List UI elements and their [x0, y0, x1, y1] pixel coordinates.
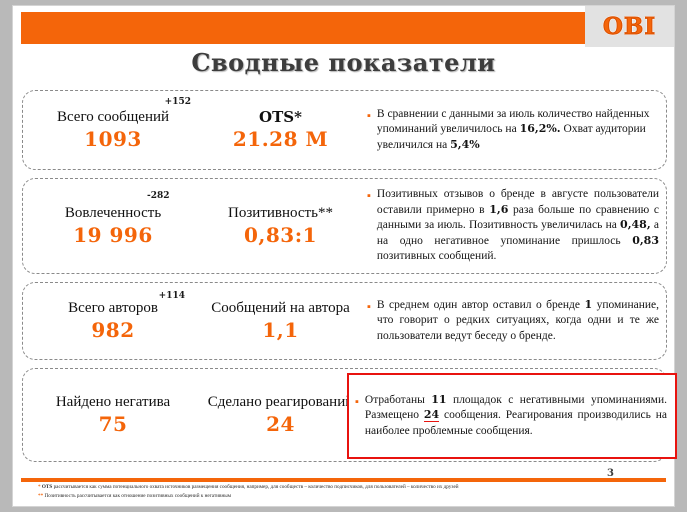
- kpi-value: 982: [91, 317, 135, 342]
- card-note: ▪ В сравнении с данными за июль количест…: [367, 91, 659, 169]
- square-bullet-icon: ▪: [367, 300, 371, 313]
- footnote-item: ** Позитивность рассчитывается как отнош…: [38, 492, 668, 501]
- kpi-label: Вовлеченность: [64, 205, 162, 222]
- card-note-text: В среднем один автор оставил о бренде 1 …: [376, 297, 659, 342]
- footnote-term: OTS: [41, 484, 53, 490]
- card-note-text: В сравнении с данными за июль количество…: [376, 107, 650, 151]
- card-note-text: Позитивных отзывов о бренде в августе по…: [376, 188, 659, 263]
- kpi-delta-badge: +152: [164, 97, 191, 107]
- card-note: ▪ В среднем один автор оставил о бренде …: [367, 283, 659, 359]
- kpi-total-authors: Всего авторов 982 +114: [33, 283, 193, 359]
- slide-canvas: OBI Сводные показатели Всего сообщений 1…: [13, 6, 677, 506]
- kpi-label: OTS*: [259, 108, 302, 127]
- kpi-value: 0,83:1: [243, 222, 317, 247]
- card-note-highlighted: ▪ Отработаны 11 площадок с негативными у…: [347, 373, 677, 459]
- square-bullet-icon: ▪: [367, 190, 371, 203]
- kpi-value: 19 996: [73, 222, 153, 247]
- kpi-value: 21.28 M: [232, 126, 329, 151]
- metric-card: Всего сообщений 1093 +152 OTS* 21.28 M ▪…: [22, 90, 667, 170]
- card-note-text: Отработаны 11 площадок с негативными упо…: [364, 392, 667, 437]
- kpi-label: Найдено негатива: [55, 394, 171, 411]
- metric-card: Вовлеченность 19 996 -282 Позитивность**…: [22, 178, 667, 274]
- kpi-delta-badge: -282: [147, 191, 170, 201]
- square-bullet-icon: ▪: [355, 395, 359, 408]
- obi-logo: OBI: [585, 6, 674, 47]
- card-note: ▪ Позитивных отзывов о бренде в августе …: [367, 179, 659, 273]
- slide-header: OBI: [13, 6, 674, 47]
- kpi-label: Всего авторов: [68, 300, 158, 317]
- kpi-responses-made: Сделано реагирований 24: [203, 369, 358, 461]
- footnote-marker: **: [38, 493, 44, 500]
- footnote-item: * OTS рассчитывается как сумма потенциал…: [38, 483, 668, 492]
- footnote-text: рассчитывается как сумма потенциального …: [52, 484, 459, 490]
- kpi-total-messages: Всего сообщений 1093 +152: [33, 91, 193, 169]
- kpi-negative-found: Найдено негатива 75: [33, 369, 193, 461]
- kpi-value: 24: [266, 411, 295, 436]
- kpi-label: Сделано реагирований: [207, 394, 354, 411]
- footnote-text: Позитивность рассчитывается как отношени…: [43, 493, 232, 500]
- kpi-ots: OTS* 21.28 M: [203, 91, 358, 169]
- page-number: 3: [607, 468, 614, 479]
- footnotes: * OTS рассчитывается как сумма потенциал…: [38, 483, 668, 501]
- kpi-positivity: Позитивность** 0,83:1: [203, 179, 358, 273]
- square-bullet-icon: ▪: [367, 109, 371, 122]
- obi-logo-text: OBI: [602, 13, 657, 41]
- kpi-engagement: Вовлеченность 19 996 -282: [33, 179, 193, 273]
- kpi-label: Сообщений на автора: [211, 300, 350, 317]
- kpi-messages-per-author: Сообщений на автора 1,1: [203, 283, 358, 359]
- page-title: Сводные показатели: [191, 48, 496, 77]
- kpi-label: Всего сообщений: [56, 109, 170, 126]
- metric-card: Найдено негатива 75 Сделано реагирований…: [22, 368, 677, 462]
- footnote-marker: *: [38, 484, 41, 490]
- metric-card: Всего авторов 982 +114 Сообщений на авто…: [22, 282, 667, 360]
- kpi-value: 75: [98, 411, 128, 436]
- kpi-delta-badge: +114: [158, 291, 185, 301]
- kpi-value: 1,1: [262, 317, 299, 342]
- kpi-label: Позитивность**: [228, 205, 333, 222]
- kpi-value: 1093: [84, 126, 142, 151]
- footer-accent-bar: [21, 478, 666, 482]
- header-accent-bar: [21, 12, 674, 44]
